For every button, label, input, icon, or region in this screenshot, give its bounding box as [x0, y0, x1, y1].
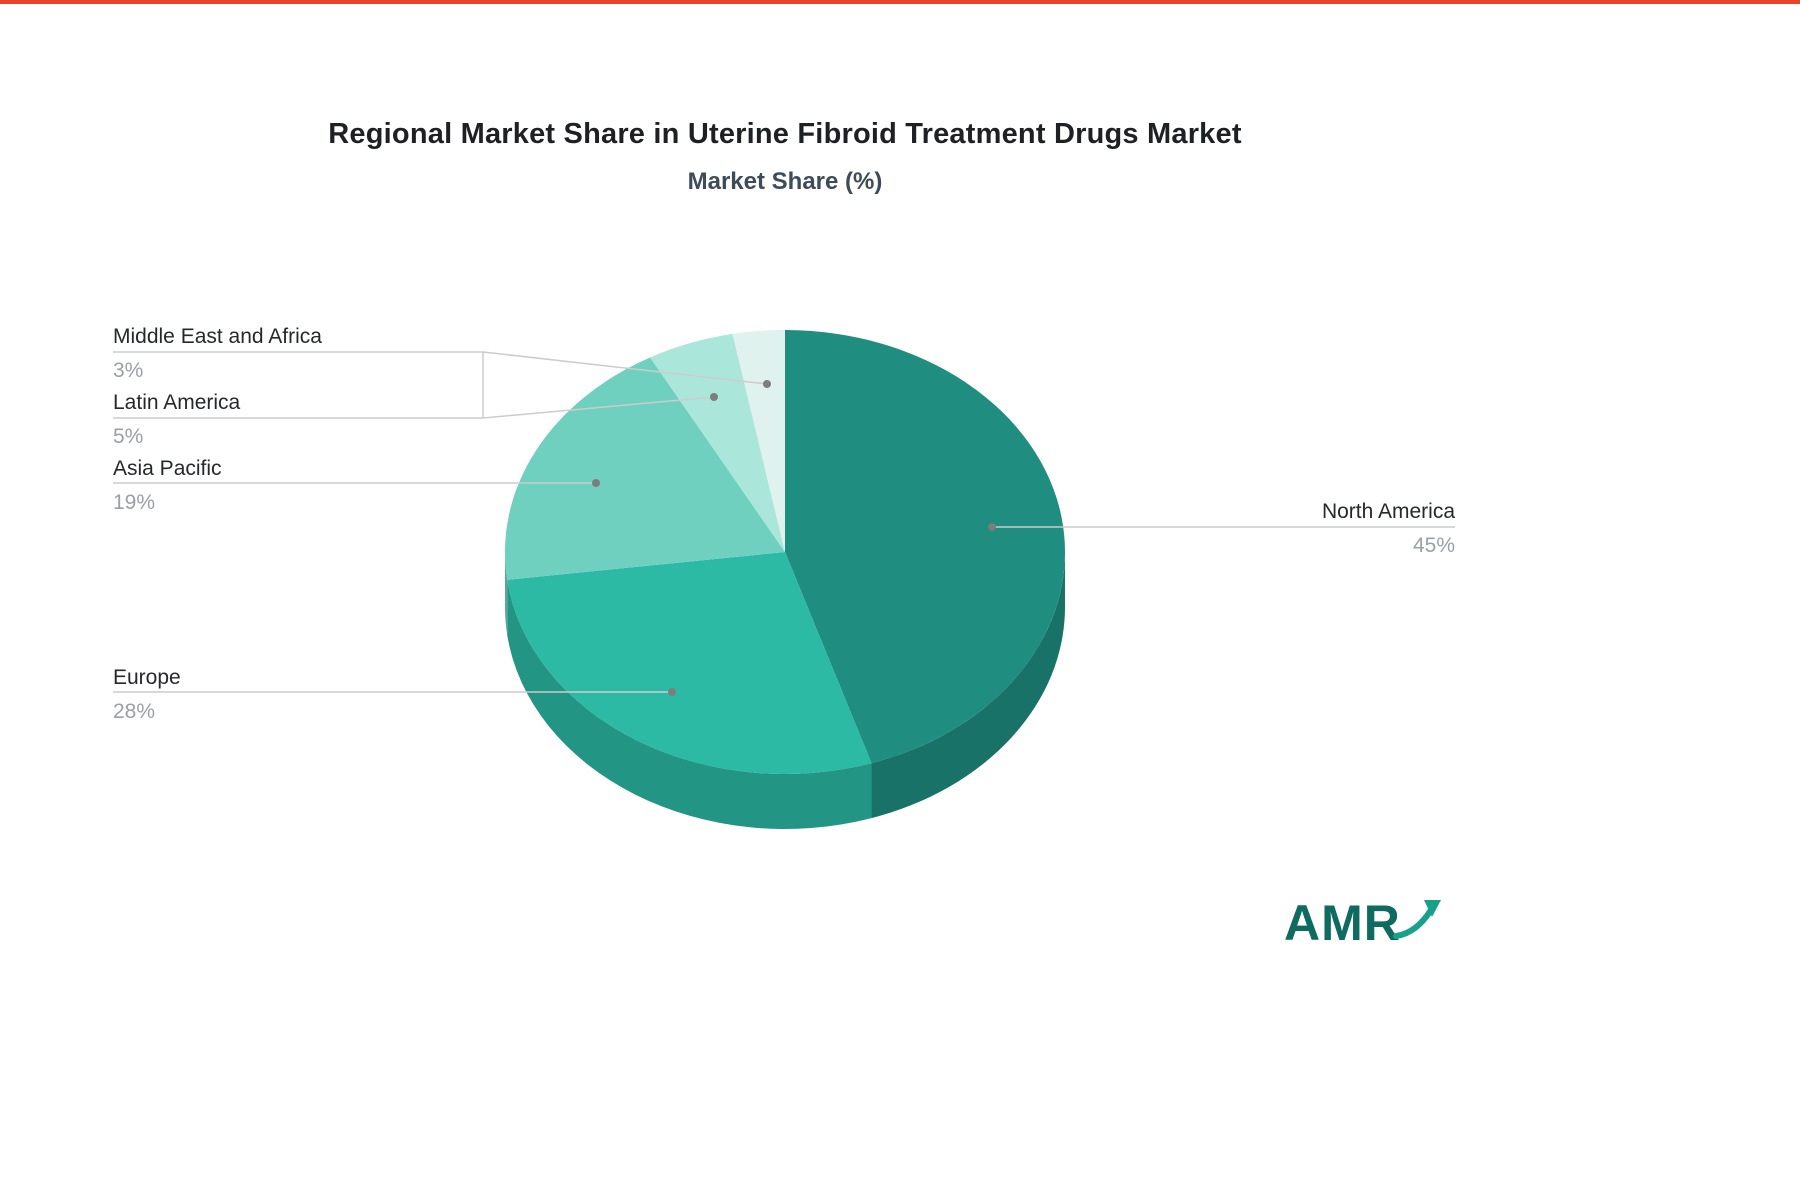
slice-label-north-america: North America	[1321, 500, 1455, 523]
brand-logo: AMR	[1284, 896, 1441, 950]
pie-slice-latin-america[interactable]	[650, 333, 785, 552]
pie-slice-side	[871, 552, 1065, 819]
top-accent-line	[0, 0, 1800, 4]
slice-label-latin-america: Latin America	[113, 391, 241, 414]
slice-value-north-america: 45%	[1412, 534, 1455, 557]
slice-value-europe: 28%	[113, 700, 156, 723]
pie-slice-north-america[interactable]	[785, 330, 1065, 764]
slice-label-asia-pacific: Asia Pacific	[113, 457, 222, 480]
pie-slice-side	[505, 552, 508, 635]
callout-dot	[668, 688, 676, 696]
pie-slice-middle-east-and-africa[interactable]	[732, 330, 785, 552]
chart-subtitle: Market Share (%)	[687, 168, 883, 195]
pie-slice-asia-pacific[interactable]	[505, 357, 785, 580]
callout-dot	[592, 479, 600, 487]
pie-slice-europe[interactable]	[507, 552, 872, 774]
pie-slice-side	[507, 579, 872, 829]
slice-label-middle-east-and-africa: Middle East and Africa	[113, 325, 322, 348]
chart-title: Regional Market Share in Uterine Fibroid…	[328, 118, 1242, 150]
slice-value-latin-america: 5%	[113, 425, 144, 448]
callout-dot	[763, 380, 771, 388]
callout-dot	[988, 523, 996, 531]
growth-arrow-icon	[1392, 900, 1441, 939]
slice-value-middle-east-and-africa: 3%	[113, 359, 144, 382]
brand-logo-text: AMR	[1284, 895, 1401, 951]
slice-label-europe: Europe	[113, 666, 181, 689]
callout-dot	[710, 393, 718, 401]
slice-value-asia-pacific: 19%	[113, 491, 156, 514]
